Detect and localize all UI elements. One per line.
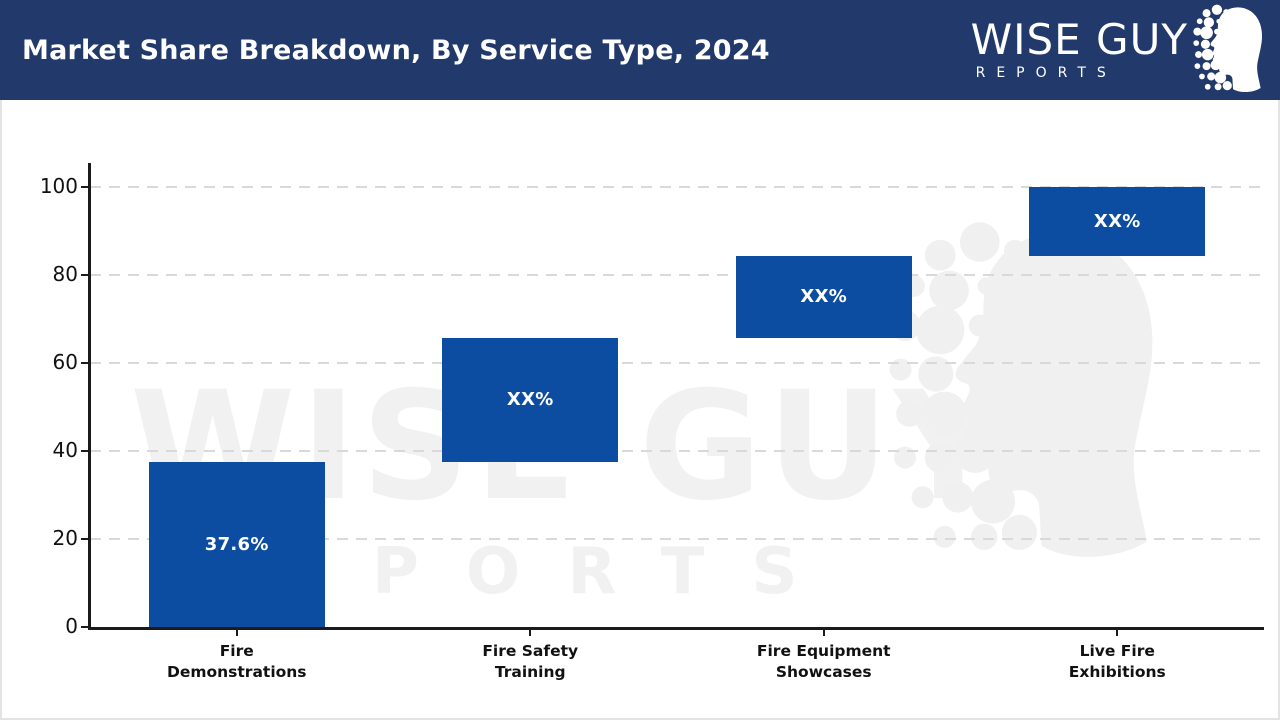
gridline xyxy=(90,450,1264,452)
bar-value-label: 37.6% xyxy=(204,533,269,555)
y-axis-tick-mark xyxy=(81,274,90,276)
y-axis-tick-mark xyxy=(81,450,90,452)
bar-value-label: XX% xyxy=(800,286,848,308)
x-axis-tick-mark xyxy=(1116,629,1119,636)
gridline xyxy=(90,362,1264,364)
y-axis-tick-label: 100 xyxy=(39,174,78,198)
bar-value-label: XX% xyxy=(1093,210,1141,232)
bar-segment: XX% xyxy=(735,255,912,338)
gridline xyxy=(90,186,1264,188)
y-axis-tick-mark xyxy=(81,186,90,188)
chart-area: WISE GUY REPORTS 0 20 40 60 80 100 37.6% Fire D… xyxy=(0,100,1280,720)
watermark-head-icon xyxy=(882,220,1170,572)
bar-value-label: XX% xyxy=(506,389,554,411)
y-axis-tick-label: 80 xyxy=(52,262,78,286)
y-axis-tick-label: 60 xyxy=(52,350,78,374)
x-axis-tick-mark xyxy=(529,629,532,636)
y-axis-tick-label: 40 xyxy=(52,438,78,462)
x-axis-tick-mark xyxy=(235,629,238,636)
x-axis-tick-mark xyxy=(822,629,825,636)
brand-head-icon xyxy=(1190,4,1268,96)
bar-segment: XX% xyxy=(442,337,619,462)
y-axis-tick-mark xyxy=(81,626,90,628)
x-axis-category-label: Fire Safety Training xyxy=(482,642,579,681)
x-axis-category-label: Fire Equipment Showcases xyxy=(756,642,891,681)
gridline xyxy=(90,538,1264,540)
y-axis-tick-label: 20 xyxy=(52,526,78,550)
bar-segment: 37.6% xyxy=(148,461,325,627)
gridline xyxy=(90,274,1264,276)
x-axis-category-label: Fire Demonstrations xyxy=(166,642,307,681)
brand-logo: WISE GUY REPORTS xyxy=(971,4,1268,96)
y-axis-tick-mark xyxy=(81,538,90,540)
y-axis-tick-label: 0 xyxy=(65,614,78,638)
y-axis-tick-mark xyxy=(81,362,90,364)
x-axis-line xyxy=(88,627,1264,630)
x-axis-category-label: Live Fire Exhibitions xyxy=(1068,642,1166,681)
y-axis-line xyxy=(88,163,91,629)
brand-name: WISE GUY xyxy=(970,15,1188,64)
brand-subtitle: REPORTS xyxy=(975,65,1117,81)
header-bar: Market Share Breakdown, By Service Type,… xyxy=(0,0,1280,100)
bar-segment: XX% xyxy=(1029,187,1206,256)
brand-logo-text: WISE GUY REPORTS xyxy=(970,15,1188,82)
page-title: Market Share Breakdown, By Service Type,… xyxy=(22,34,770,66)
